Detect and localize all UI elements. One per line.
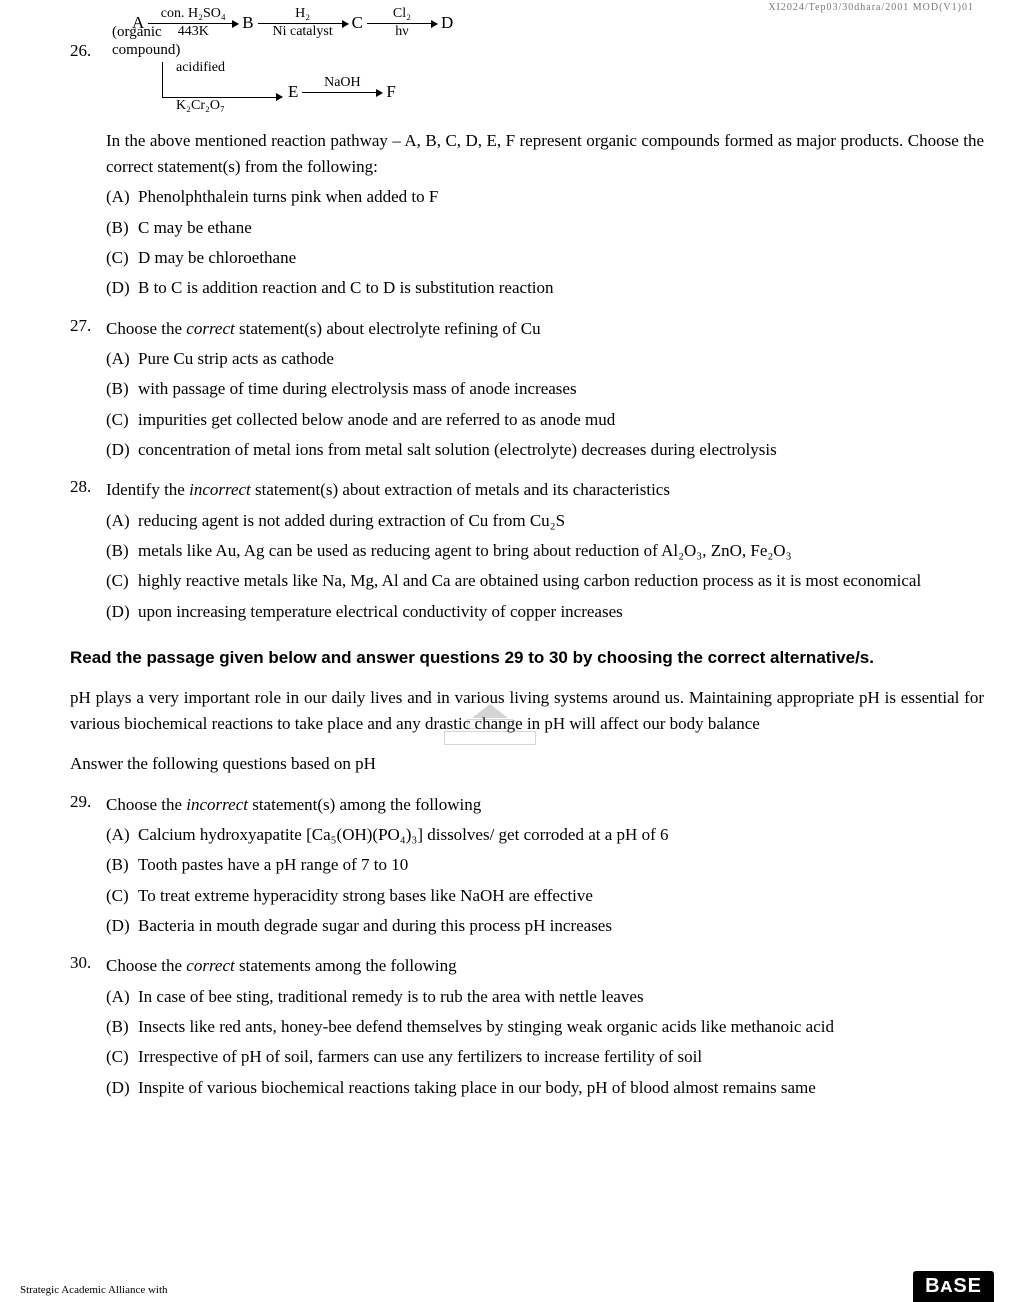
node-D: D — [441, 13, 453, 33]
q28-opt-C: (C)highly reactive metals like Na, Mg, A… — [106, 568, 984, 594]
node-C: C — [352, 13, 363, 33]
q28-opt-B: (B)metals like Au, Ag can be used as red… — [106, 538, 984, 564]
q30-opt-C: (C)Irrespective of pH of soil, farmers c… — [106, 1044, 984, 1070]
q30-stem: Choose the correct statements among the … — [106, 953, 457, 979]
q28-stem: Identify the incorrect statement(s) abou… — [106, 477, 670, 503]
passage-heading: Read the passage given below and answer … — [70, 645, 984, 671]
q26-opt-C: (C)D may be chloroethane — [106, 245, 984, 271]
organic-label: (organic — [112, 23, 162, 41]
q27-opt-D: (D)concentration of metal ions from meta… — [106, 437, 984, 463]
q28-opt-D: (D)upon increasing temperature electrica… — [106, 599, 984, 625]
q28-opt-A: (A)reducing agent is not added during ex… — [106, 508, 984, 534]
arrow-BC: H₂ Ni catalyst — [258, 6, 348, 41]
footer-text: Strategic Academic Alliance with — [20, 1284, 168, 1296]
node-E: E — [288, 82, 298, 102]
q30-opt-D: (D)Inspite of various biochemical reacti… — [106, 1075, 984, 1101]
q29-stem: Choose the incorrect statement(s) among … — [106, 792, 481, 818]
header-fragment: XI2024/Tep03/30dhara/2001 MOD(V1)01 — [768, 2, 974, 13]
question-26: In the above mentioned reaction pathway … — [70, 128, 984, 302]
compound-label: compound) — [112, 41, 180, 61]
passage-p2: Answer the following questions based on … — [70, 751, 984, 777]
node-B: B — [242, 13, 253, 33]
q29-opt-B: (B)Tooth pastes have a pH range of 7 to … — [106, 852, 984, 878]
q27-opt-B: (B)with passage of time during electroly… — [106, 376, 984, 402]
q27-opt-C: (C)impurities get collected below anode … — [106, 407, 984, 433]
watermark-icon — [430, 704, 550, 745]
q29-opt-A: (A)Calcium hydroxyapatite [Ca₅(OH)(PO₄)₃… — [106, 822, 984, 848]
q29-opt-D: (D)Bacteria in mouth degrade sugar and d… — [106, 913, 984, 939]
q29-opt-C: (C)To treat extreme hyperacidity strong … — [106, 883, 984, 909]
q29-number: 29. — [70, 792, 106, 818]
question-29: 29. Choose the incorrect statement(s) am… — [70, 792, 984, 940]
q28-number: 28. — [70, 477, 106, 503]
question-30: 30. Choose the correct statements among … — [70, 953, 984, 1101]
reaction-diagram: A con. H₂SO₄ 443K B H₂ Ni catalyst C Cl₂… — [70, 6, 984, 110]
q26-opt-A: (A)Phenolphthalein turns pink when added… — [106, 184, 984, 210]
q26-opt-D: (D)B to C is addition reaction and C to … — [106, 275, 984, 301]
q26-opt-B: (B)C may be ethane — [106, 215, 984, 241]
q27-number: 27. — [70, 316, 106, 342]
q27-stem: Choose the correct statement(s) about el… — [106, 316, 541, 342]
footer-logo: BᴀSE — [913, 1271, 994, 1302]
q26-stem: In the above mentioned reaction pathway … — [106, 128, 984, 181]
node-F: F — [386, 82, 395, 102]
question-27: 27. Choose the correct statement(s) abou… — [70, 316, 984, 464]
arrow-EF: NaOH — [302, 75, 382, 110]
arrow-CD: Cl₂ hν — [367, 6, 437, 41]
q27-opt-A: (A)Pure Cu strip acts as cathode — [106, 346, 984, 372]
q30-opt-B: (B)Insects like red ants, honey-bee defe… — [106, 1014, 984, 1040]
q26-number: 26. — [70, 41, 106, 61]
question-28: 28. Identify the incorrect statement(s) … — [70, 477, 984, 625]
q30-number: 30. — [70, 953, 106, 979]
q30-opt-A: (A)In case of bee sting, traditional rem… — [106, 984, 984, 1010]
